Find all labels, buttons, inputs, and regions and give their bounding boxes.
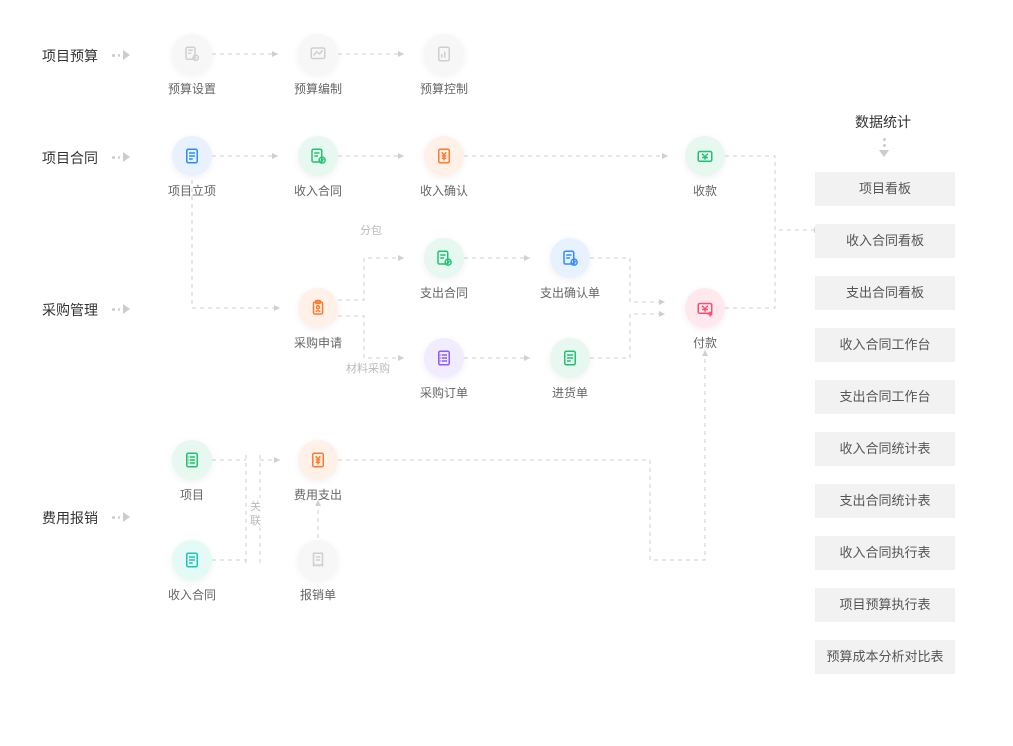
node-label: 进货单 bbox=[530, 384, 610, 401]
doc-yen-icon bbox=[298, 440, 338, 480]
stats-button[interactable]: 支出合同看板 bbox=[815, 276, 955, 310]
stats-title: 数据统计 bbox=[855, 112, 911, 132]
doc-icon bbox=[550, 338, 590, 378]
flow-edge bbox=[192, 180, 280, 308]
node-expense_out[interactable]: 费用支出 bbox=[278, 440, 358, 503]
node-label: 收入合同 bbox=[278, 182, 358, 199]
receipt-icon bbox=[298, 540, 338, 580]
doc-check-icon bbox=[424, 238, 464, 278]
node-label: 付款 bbox=[665, 334, 745, 351]
node-purchase_order[interactable]: 采购订单 bbox=[404, 338, 484, 401]
node-income_contract[interactable]: 收入合同 bbox=[278, 136, 358, 199]
doc-check-icon bbox=[298, 136, 338, 176]
node-income_contract2[interactable]: 收入合同 bbox=[152, 540, 232, 603]
stats-button[interactable]: 支出合同统计表 bbox=[815, 484, 955, 518]
node-label: 收入合同 bbox=[152, 586, 232, 603]
stats-button[interactable]: 收入合同执行表 bbox=[815, 536, 955, 570]
arrow-right-icon bbox=[112, 152, 130, 162]
doc-icon bbox=[172, 136, 212, 176]
section-label-expense: 费用报销 bbox=[42, 508, 98, 528]
doc-check-icon bbox=[550, 238, 590, 278]
wallet-out-icon bbox=[685, 288, 725, 328]
arrow-right-icon bbox=[112, 512, 130, 522]
node-label: 采购申请 bbox=[278, 334, 358, 351]
stats-button[interactable]: 项目预算执行表 bbox=[815, 588, 955, 622]
node-label: 项目立项 bbox=[152, 182, 232, 199]
node-label: 项目 bbox=[152, 486, 232, 503]
stats-button[interactable]: 预算成本分析对比表 bbox=[815, 640, 955, 674]
node-label: 收款 bbox=[665, 182, 745, 199]
doc-yen-icon bbox=[424, 136, 464, 176]
node-goods_in[interactable]: 进货单 bbox=[530, 338, 610, 401]
node-label: 收入确认 bbox=[404, 182, 484, 199]
arrow-down-icon bbox=[879, 138, 889, 157]
section-label-contract: 项目合同 bbox=[42, 148, 98, 168]
edge-label: 分包 bbox=[358, 222, 384, 238]
node-label: 采购订单 bbox=[404, 384, 484, 401]
node-budget_edit[interactable]: 预算编制 bbox=[278, 34, 358, 97]
node-label: 预算控制 bbox=[404, 80, 484, 97]
node-label: 支出合同 bbox=[404, 284, 484, 301]
node-project[interactable]: 项目 bbox=[152, 440, 232, 503]
node-receipt[interactable]: 收款 bbox=[665, 136, 745, 199]
stats-button[interactable]: 支出合同工作台 bbox=[815, 380, 955, 414]
stats-button[interactable]: 收入合同统计表 bbox=[815, 432, 955, 466]
doc-gear-icon bbox=[172, 34, 212, 74]
doc-list-icon bbox=[424, 338, 464, 378]
wallet-icon bbox=[685, 136, 725, 176]
stats-button[interactable]: 收入合同工作台 bbox=[815, 328, 955, 362]
node-budget_control[interactable]: 预算控制 bbox=[404, 34, 484, 97]
section-label-budget: 项目预算 bbox=[42, 46, 98, 66]
chart-icon bbox=[298, 34, 338, 74]
node-budget_setting[interactable]: 预算设置 bbox=[152, 34, 232, 97]
doc-list-icon bbox=[172, 440, 212, 480]
stats-button[interactable]: 项目看板 bbox=[815, 172, 955, 206]
node-proj_init[interactable]: 项目立项 bbox=[152, 136, 232, 199]
node-reimburse[interactable]: 报销单 bbox=[278, 540, 358, 603]
node-exp_confirm[interactable]: 支出确认单 bbox=[530, 238, 610, 301]
node-income_confirm[interactable]: 收入确认 bbox=[404, 136, 484, 199]
node-label: 预算编制 bbox=[278, 80, 358, 97]
flow-edge bbox=[338, 350, 705, 560]
edge-label: 联 bbox=[248, 512, 263, 528]
arrow-right-icon bbox=[112, 50, 130, 60]
node-label: 预算设置 bbox=[152, 80, 232, 97]
stats-button[interactable]: 收入合同看板 bbox=[815, 224, 955, 258]
section-label-purchase: 采购管理 bbox=[42, 300, 98, 320]
node-payment[interactable]: 付款 bbox=[665, 288, 745, 351]
edge-label: 材料采购 bbox=[344, 360, 392, 376]
arrow-right-icon bbox=[112, 304, 130, 314]
node-exp_contract[interactable]: 支出合同 bbox=[404, 238, 484, 301]
doc-bars-icon bbox=[424, 34, 464, 74]
doc-icon bbox=[172, 540, 212, 580]
node-label: 费用支出 bbox=[278, 486, 358, 503]
node-purchase_req[interactable]: 采购申请 bbox=[278, 288, 358, 351]
node-label: 支出确认单 bbox=[530, 284, 610, 301]
clipboard-icon bbox=[298, 288, 338, 328]
node-label: 报销单 bbox=[278, 586, 358, 603]
diagram-canvas: 项目预算项目合同采购管理费用报销预算设置预算编制预算控制项目立项收入合同收入确认… bbox=[0, 0, 1013, 746]
